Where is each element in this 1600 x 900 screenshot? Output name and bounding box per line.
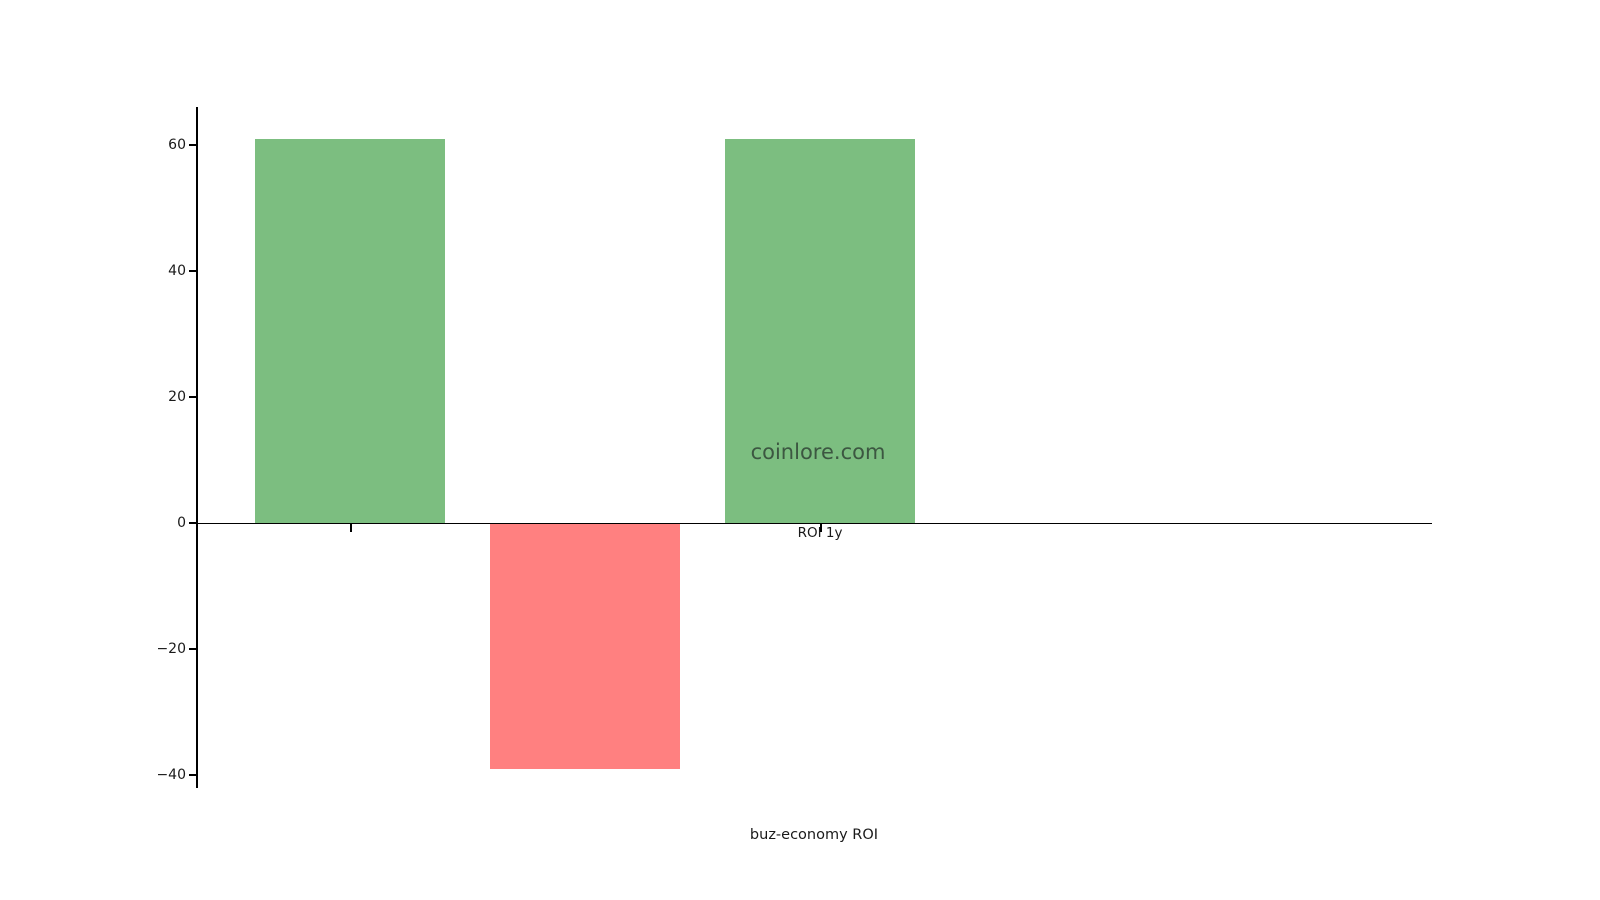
y-tick xyxy=(189,396,197,398)
y-tick-label: −40 xyxy=(156,767,186,783)
bar-2 xyxy=(490,523,680,769)
bar-1 xyxy=(255,138,445,523)
watermark-text: coinlore.com xyxy=(750,440,886,464)
y-axis-spine xyxy=(196,107,198,788)
x-tick xyxy=(820,523,822,532)
x-tick xyxy=(350,523,352,532)
y-tick-label: 20 xyxy=(168,389,186,405)
y-tick xyxy=(189,648,197,650)
y-tick-label: 60 xyxy=(168,137,186,153)
y-tick xyxy=(189,774,197,776)
y-tick xyxy=(189,522,197,524)
y-tick-label: 40 xyxy=(168,263,186,279)
y-tick xyxy=(189,144,197,146)
y-tick-label: −20 xyxy=(156,641,186,657)
y-tick-label: 0 xyxy=(177,515,186,531)
bar-3 xyxy=(725,138,915,523)
x-axis-title: buz-economy ROI xyxy=(749,827,879,843)
x-axis-spine xyxy=(196,522,1432,524)
y-tick xyxy=(189,270,197,272)
x-tick-label: ROI 1y xyxy=(797,525,843,541)
